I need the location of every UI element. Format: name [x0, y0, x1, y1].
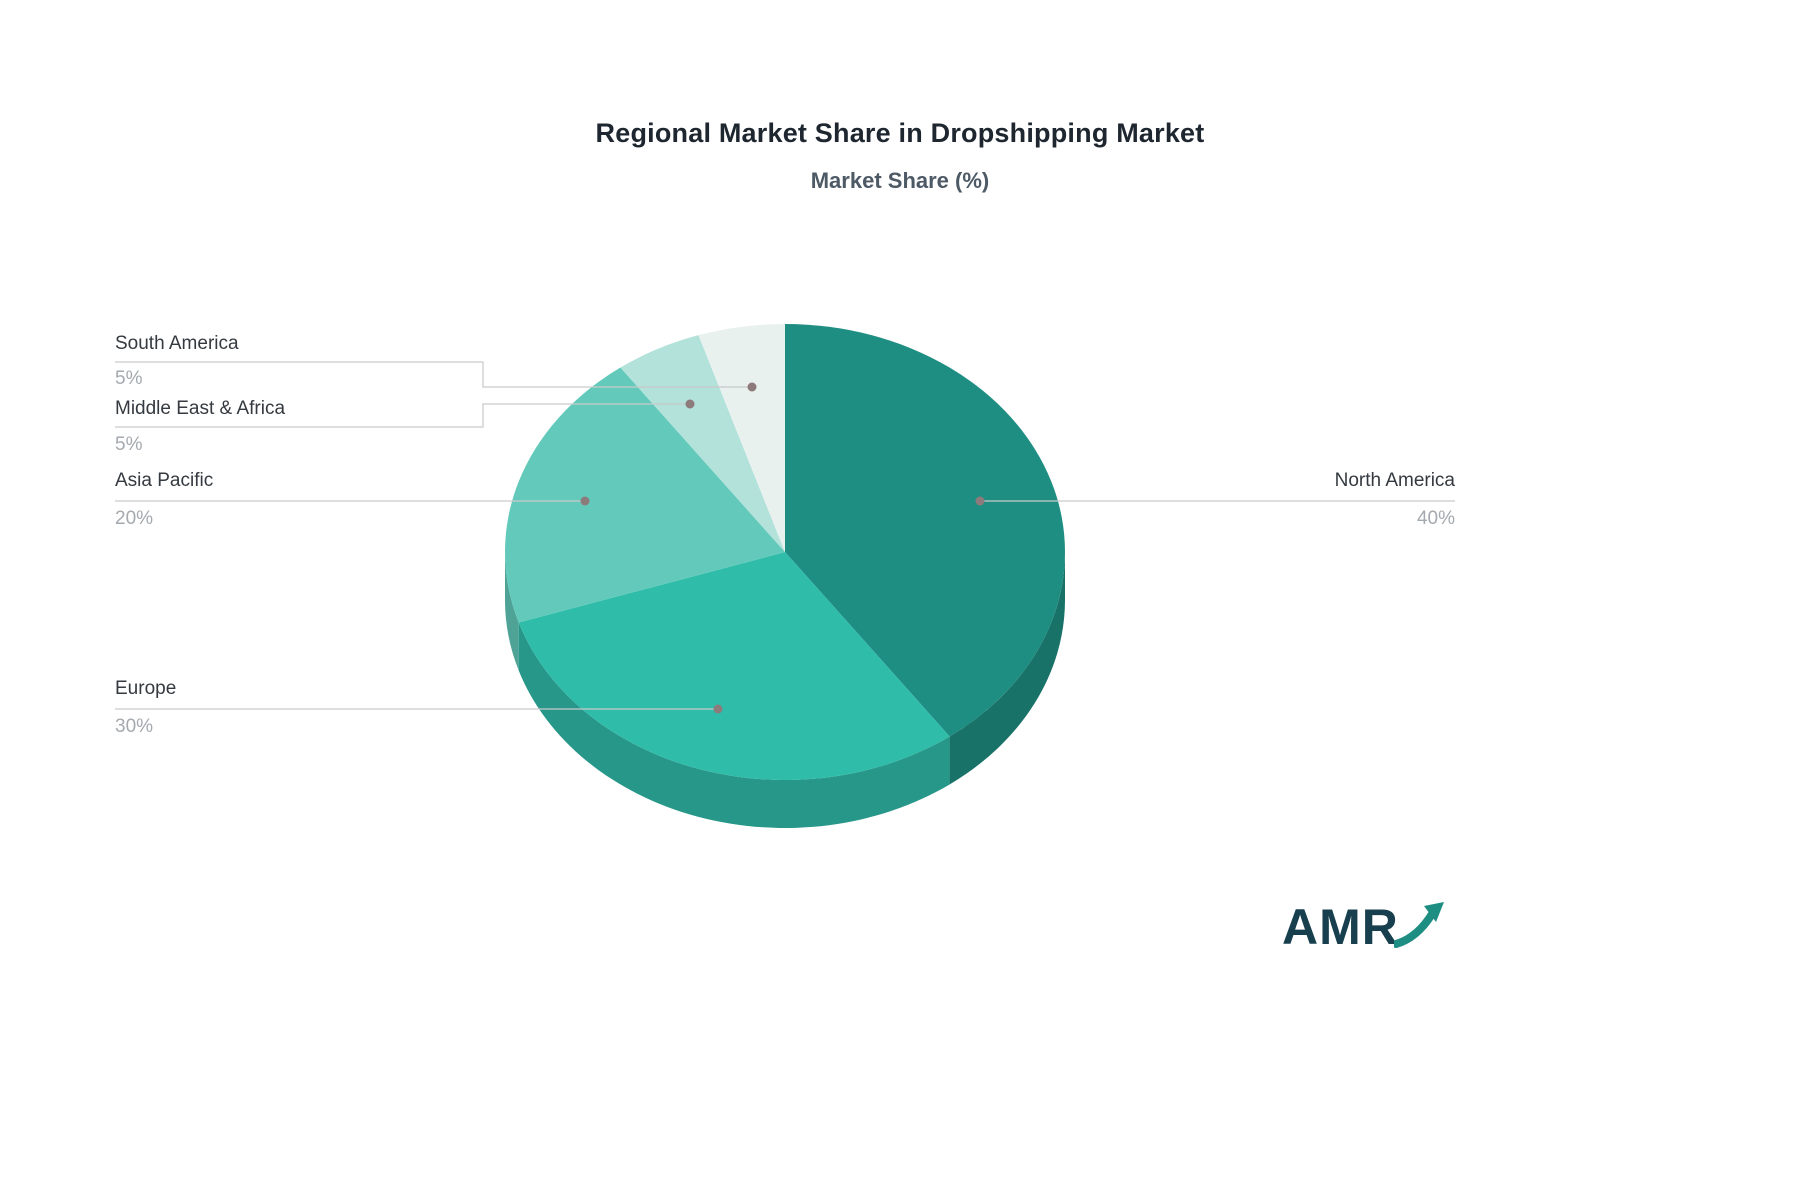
slice-label-asia-pacific: Asia Pacific: [115, 470, 214, 491]
pie-slice: [518, 552, 950, 781]
leader-line: [115, 361, 752, 388]
pie-slice: [504, 367, 785, 623]
slice-label-europe: Europe: [115, 678, 177, 699]
pie-slice-side: [505, 552, 519, 671]
leader-dot: [975, 496, 985, 506]
pie-slice: [620, 335, 785, 552]
slice-label-south-america: South America: [115, 333, 239, 354]
pie-slice-side: [518, 622, 950, 829]
leader-dot: [580, 496, 590, 506]
leader-line: [115, 403, 690, 428]
amr-logo: AMR: [1282, 898, 1452, 968]
amr-logo-arrow-icon: [1394, 902, 1444, 948]
leader-dot: [685, 399, 695, 409]
amr-logo-text: AMR: [1282, 899, 1399, 955]
pie-slice-side: [949, 552, 1066, 785]
pie-slice: [785, 324, 1066, 737]
chart-title: Regional Market Share in Dropshipping Ma…: [595, 118, 1205, 148]
slice-value-south-america: 5%: [115, 368, 143, 389]
slice-value-asia-pacific: 20%: [115, 508, 154, 529]
slice-label-middle-east-africa: Middle East & Africa: [115, 398, 286, 419]
leader-dot: [713, 704, 723, 714]
pie-slice: [698, 324, 785, 552]
leader-dot: [747, 382, 757, 392]
slice-label-north-america: North America: [1334, 470, 1455, 491]
slice-value-middle-east-africa: 5%: [115, 434, 143, 455]
chart-subtitle: Market Share (%): [810, 168, 990, 193]
slice-value-north-america: 40%: [1416, 508, 1455, 529]
slice-value-europe: 30%: [115, 716, 154, 737]
